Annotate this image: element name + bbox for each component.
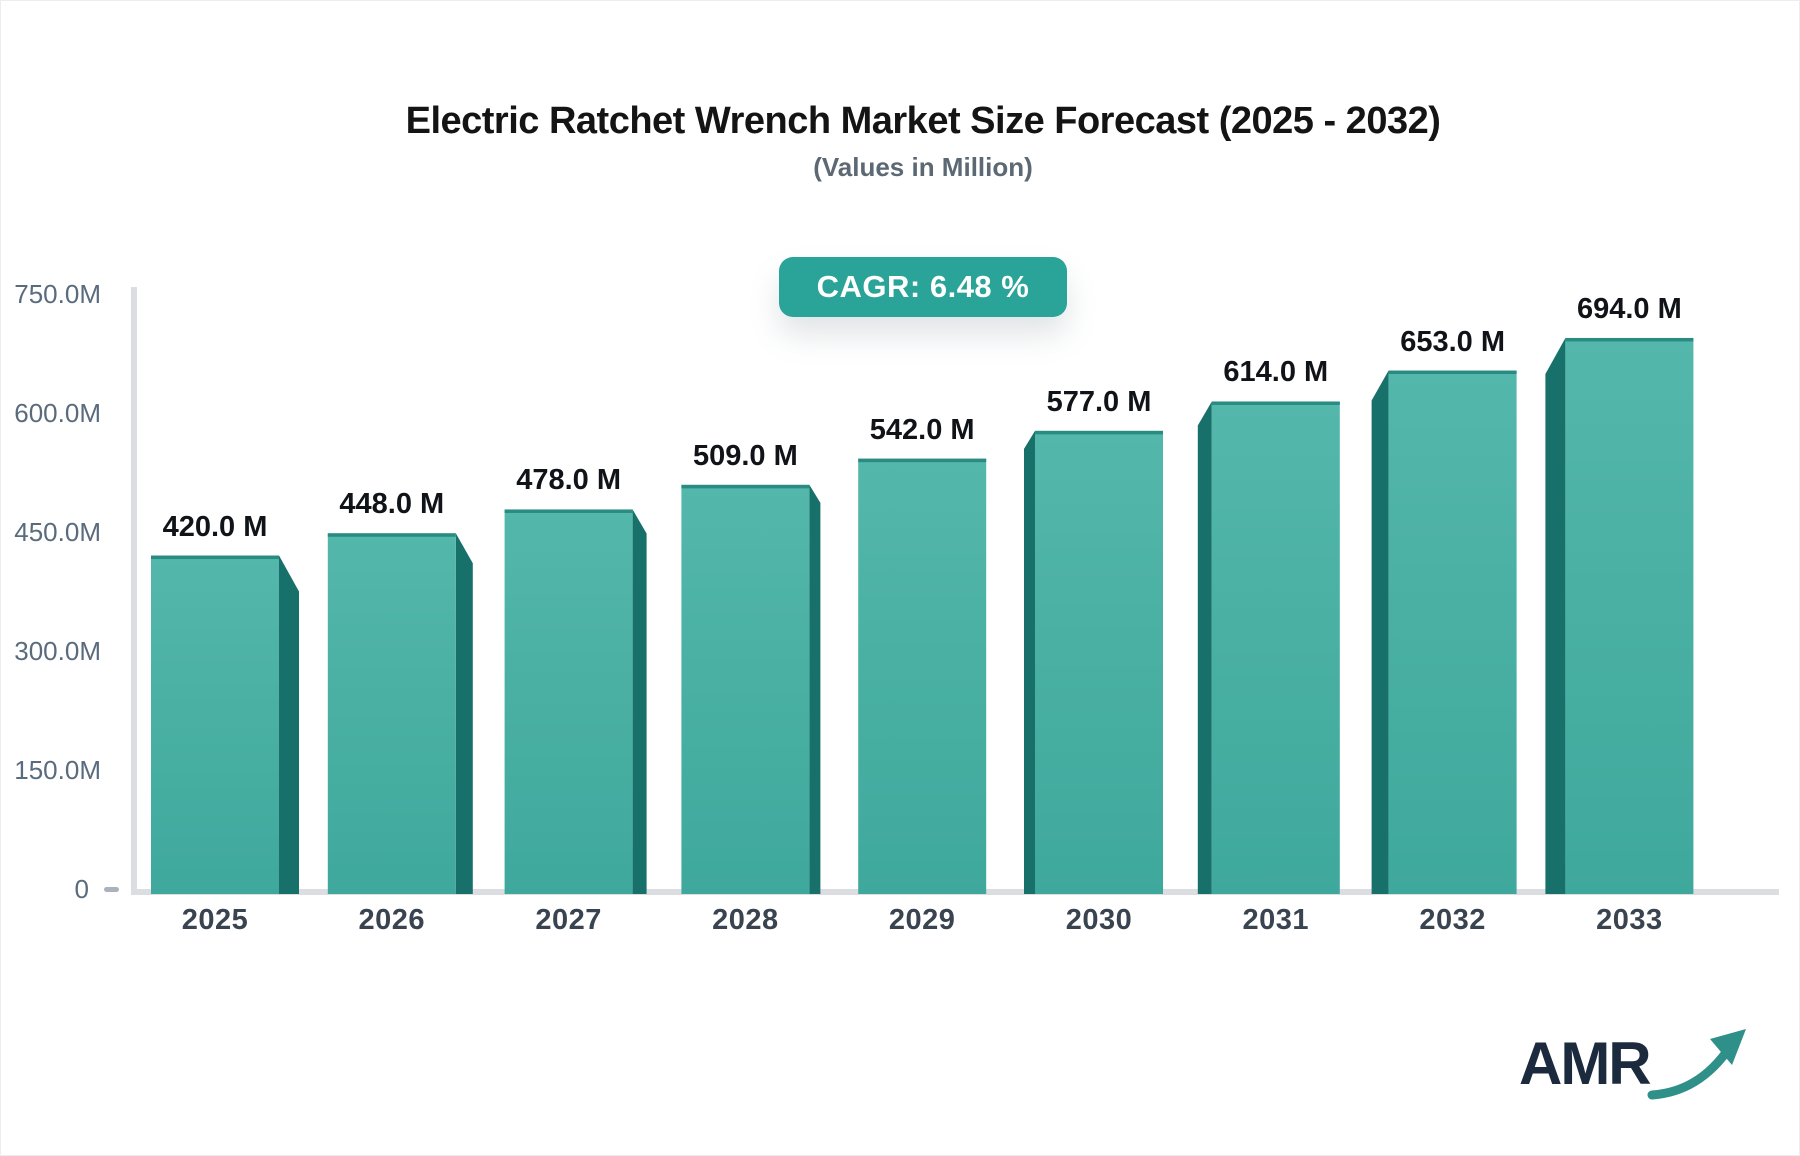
bar-2030 <box>1035 430 1163 894</box>
amr-logo: AMR <box>1519 1029 1750 1103</box>
y-tick-label: 750.0M <box>14 278 101 309</box>
bar-value-label: 577.0 M <box>1046 385 1152 418</box>
bar-value-label: 653.0 M <box>1400 325 1505 358</box>
bar-top-edge-2031 <box>1211 401 1340 405</box>
x-tick-label: 2027 <box>535 904 602 936</box>
bar-top-edge-2029 <box>858 458 987 463</box>
bar-side-2026 <box>455 533 473 894</box>
bar-side-2030 <box>1024 430 1035 894</box>
bar-2033 <box>1565 337 1694 894</box>
y-axis-line <box>131 287 137 895</box>
bar-side-2027 <box>632 509 647 894</box>
x-tick-label: 2029 <box>888 904 956 936</box>
zero-tick-dash <box>104 887 119 892</box>
x-tick-label: 2025 <box>181 904 249 936</box>
cagr-badge-band: CAGR: 6.48 % <box>41 257 1799 317</box>
x-tick-label: 2028 <box>712 904 779 936</box>
bar-2026 <box>327 533 456 894</box>
bar-side-2031 <box>1197 401 1212 894</box>
bar-2028 <box>681 484 810 894</box>
chart-title: Electric Ratchet Wrench Market Size Fore… <box>405 100 1441 142</box>
y-tick-label: 0 <box>74 874 89 904</box>
bar-2027 <box>504 509 633 894</box>
chart-subtitle: (Values in Million) <box>813 152 1033 182</box>
x-tick-label: 2031 <box>1242 904 1310 936</box>
bar-top-edge-2025 <box>151 555 279 560</box>
y-tick-label: 300.0M <box>14 635 101 666</box>
bar-2029 <box>858 458 987 894</box>
bar-side-2028 <box>809 484 821 894</box>
bar-value-label: 542.0 M <box>869 413 975 446</box>
x-tick-label: 2030 <box>1065 904 1133 936</box>
amr-logo-arrow-icon <box>1647 1029 1746 1100</box>
bar-side-2025 <box>279 555 299 894</box>
y-tick-label: 600.0M <box>14 397 101 428</box>
cagr-badge: CAGR: 6.48 % <box>778 257 1068 317</box>
bar-top-edge-2032 <box>1388 370 1517 375</box>
y-tick-label: 450.0M <box>14 516 101 547</box>
x-tick-label: 2032 <box>1419 904 1486 936</box>
bar-value-label: 509.0 M <box>692 439 798 472</box>
bar-side-2033 <box>1545 337 1566 894</box>
bar-side-2032 <box>1371 370 1389 894</box>
x-tick-label: 2033 <box>1596 904 1663 936</box>
bar-value-label: 694.0 M <box>1576 292 1682 325</box>
bar-top-edge-2030 <box>1035 430 1163 435</box>
bar-top-edge-2033 <box>1565 337 1694 342</box>
bar-value-label: 420.0 M <box>162 510 268 543</box>
bar-value-label: 478.0 M <box>516 464 621 497</box>
bar-value-label: 614.0 M <box>1223 356 1329 389</box>
bar-top-edge-2027 <box>504 509 633 513</box>
amr-logo-text: AMR <box>1519 1030 1652 1097</box>
bar-top-edge-2026 <box>327 533 456 537</box>
x-tick-label: 2026 <box>358 904 426 936</box>
bar-2025 <box>151 555 279 894</box>
y-tick-label: 150.0M <box>14 754 101 785</box>
bar-2031 <box>1211 401 1340 894</box>
bar-2032 <box>1388 370 1517 894</box>
bar-top-edge-2028 <box>681 484 810 489</box>
bar-value-label: 448.0 M <box>339 488 445 521</box>
